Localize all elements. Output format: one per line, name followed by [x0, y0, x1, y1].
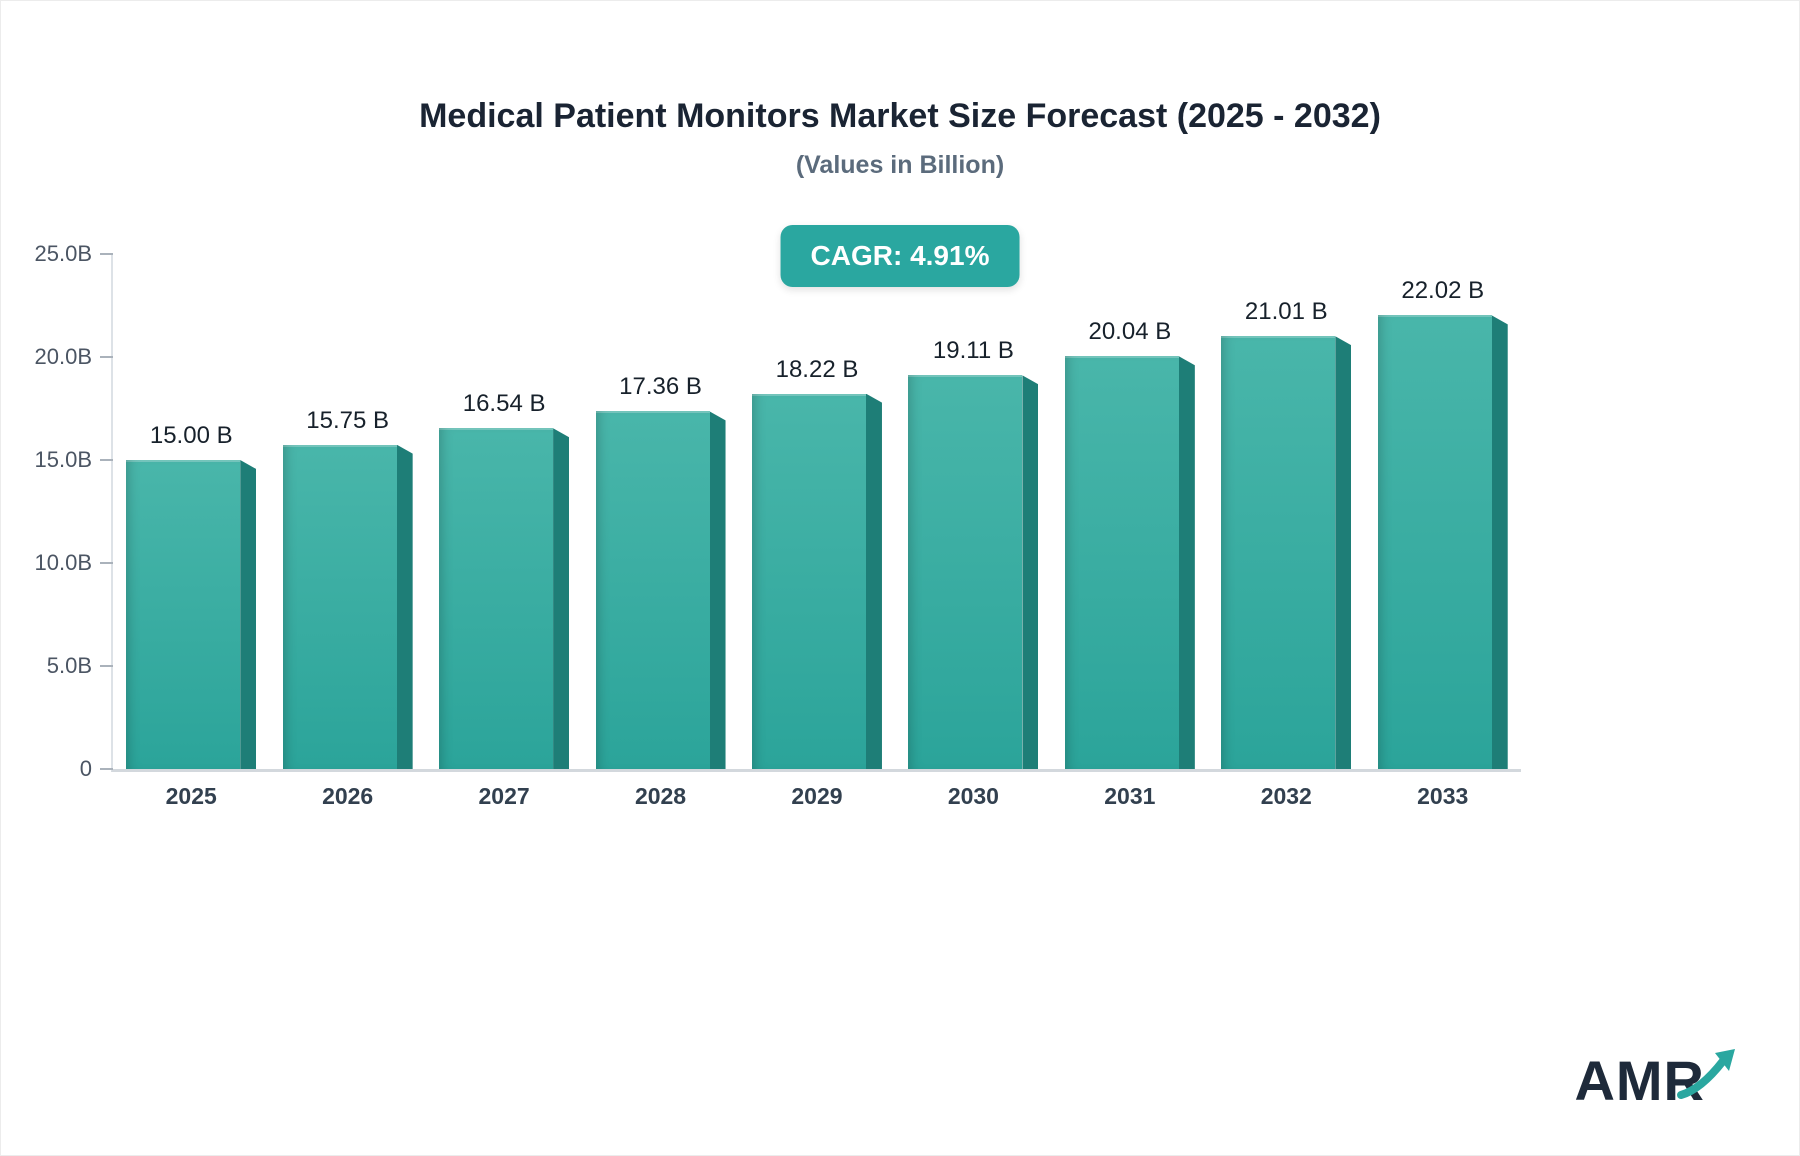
bar-slot: 17.36 B: [582, 254, 738, 769]
x-tick-label: 2033: [1417, 783, 1469, 809]
bar-face: [908, 375, 1023, 769]
y-tick: 0: [80, 756, 113, 782]
y-tick-label: 15.0B: [34, 447, 93, 472]
bar-side-face: [1491, 315, 1508, 769]
bar-side-face: [1335, 336, 1352, 769]
bar-side-face: [1178, 356, 1195, 769]
y-tick-label: 0: [79, 756, 92, 781]
bar: 19.11 B: [908, 337, 1039, 769]
y-tick: 5.0B: [47, 653, 113, 679]
bar: 17.36 B: [595, 373, 726, 769]
x-tick-label: 2031: [1104, 783, 1156, 809]
x-tick-label: 2027: [478, 783, 530, 809]
plot-area: 25.0B 20.0B 15.0B 10.0B 5.0B 0 15.00 B 15.75 B…: [35, 241, 1521, 809]
y-axis: 25.0B 20.0B 15.0B 10.0B 5.0B 0: [3, 241, 113, 781]
bar-value-label: 17.36 B: [619, 373, 702, 401]
bar-side-face: [865, 393, 882, 769]
y-tick: 20.0B: [34, 344, 113, 370]
bar-slot: 18.22 B: [739, 254, 895, 769]
growth-arrow-icon: [1677, 1048, 1735, 1099]
bar-face: [751, 393, 866, 769]
bar-slot: 19.11 B: [895, 254, 1051, 769]
bar-face: [595, 411, 710, 769]
bar-slot: 22.02 B: [1365, 254, 1521, 769]
bar: 15.75 B: [282, 407, 413, 769]
bar: 22.02 B: [1377, 277, 1508, 769]
bar-value-label: 18.22 B: [775, 355, 859, 383]
y-tick: 10.0B: [34, 550, 113, 576]
x-tick-label: 2029: [791, 783, 843, 809]
y-tick-mark: [100, 459, 113, 461]
logo: AMR: [1574, 1048, 1739, 1113]
y-tick-mark: [100, 356, 113, 358]
bar-slot: 15.00 B: [113, 254, 269, 769]
y-tick-mark: [100, 562, 113, 564]
y-tick-mark: [100, 768, 113, 770]
cagr-badge: CAGR: 4.91%: [780, 225, 1020, 287]
x-tick-label: 2025: [165, 783, 217, 809]
bar-side-face: [709, 411, 726, 769]
y-tick-label: 20.0B: [34, 344, 93, 369]
bar: 21.01 B: [1221, 298, 1352, 769]
bar-slot: 15.75 B: [269, 254, 425, 769]
bar-value-label: 21.01 B: [1244, 298, 1328, 326]
bar-face: [1377, 315, 1492, 769]
bar-face: [439, 428, 554, 769]
y-tick-label: 10.0B: [34, 550, 93, 575]
bar-slot: 16.54 B: [426, 254, 582, 769]
y-tick-mark: [100, 665, 113, 667]
x-tick-label: 2032: [1260, 783, 1312, 809]
x-tick-label: 2026: [322, 783, 374, 809]
x-tick-label: 2030: [947, 783, 999, 809]
bar-slot: 20.04 B: [1052, 254, 1208, 769]
bar-side-face: [240, 460, 257, 769]
bar: 16.54 B: [439, 390, 570, 769]
bar-side-face: [396, 444, 413, 769]
bar-side-face: [553, 428, 570, 769]
bar-face: [282, 444, 397, 769]
bar: 15.00 B: [126, 422, 257, 769]
x-axis: 2025 2026 2027 2028 2029 2030 2031 2032 2033: [113, 783, 1521, 810]
bar-side-face: [1022, 375, 1039, 769]
bar-value-label: 15.75 B: [306, 406, 390, 434]
bar-value-label: 16.54 B: [462, 390, 546, 418]
logo-text: AMR: [1574, 1049, 1705, 1112]
y-tick: 15.0B: [34, 447, 113, 473]
y-tick-label: 5.0B: [46, 653, 92, 678]
bar-value-label: 19.11 B: [932, 337, 1014, 365]
bar-value-label: 15.00 B: [149, 422, 233, 449]
x-tick-label: 2028: [634, 783, 687, 809]
bar: 18.22 B: [751, 356, 882, 769]
bar-face: [1221, 336, 1336, 769]
bars: 15.00 B 15.75 B 16.54 B 17.36 B 18.22 B 19.11…: [113, 254, 1521, 769]
bar-face: [1064, 356, 1179, 769]
bar: 20.04 B: [1064, 318, 1195, 769]
bar-value-label: 20.04 B: [1088, 318, 1172, 346]
chart-subtitle: (Values in Billion): [795, 151, 1005, 179]
bar-slot: 21.01 B: [1208, 254, 1364, 769]
y-tick-label: 25.0B: [34, 241, 93, 266]
chart-title: Medical Patient Monitors Market Size For…: [419, 97, 1381, 135]
bar-value-label: 22.02 B: [1401, 277, 1485, 305]
bar-face: [126, 460, 241, 769]
y-tick-mark: [100, 253, 113, 255]
y-tick: 25.0B: [34, 241, 113, 267]
